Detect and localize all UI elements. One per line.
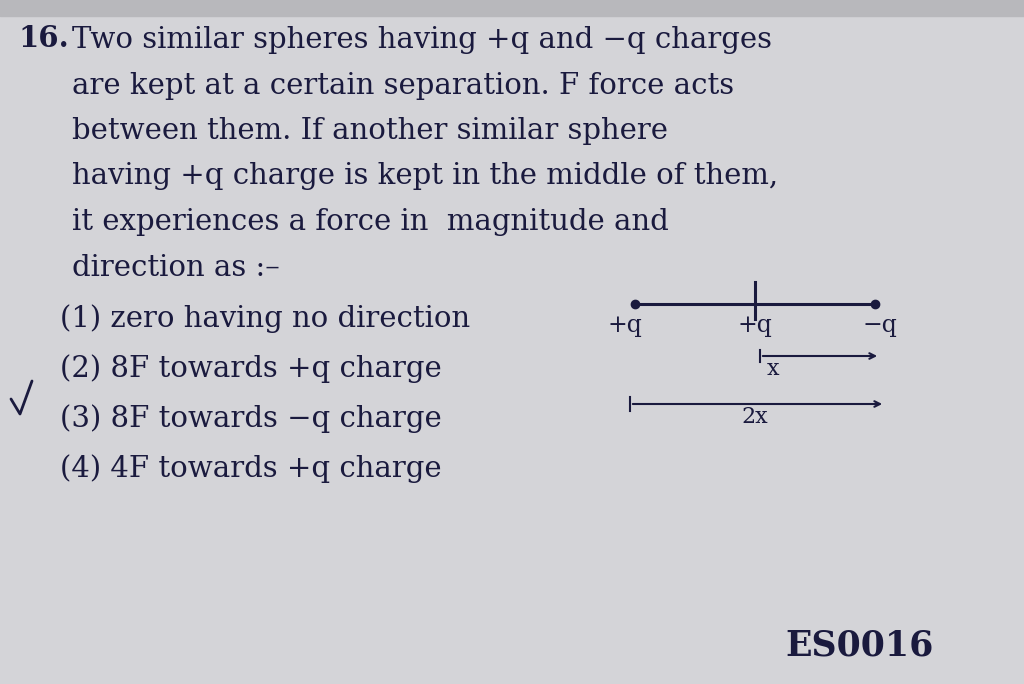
Text: Two similar spheres having +q and −q charges: Two similar spheres having +q and −q cha… [72,26,772,54]
Text: it experiences a force in  magnitude and: it experiences a force in magnitude and [72,208,669,236]
Text: are kept at a certain separation. F force acts: are kept at a certain separation. F forc… [72,72,734,99]
Text: (3) 8F towards −q charge: (3) 8F towards −q charge [60,404,441,433]
Text: (4) 4F towards +q charge: (4) 4F towards +q charge [60,454,441,483]
Text: 2x: 2x [741,406,768,428]
Text: +q: +q [737,314,772,337]
Bar [0,0,1024,16]
Text: x: x [767,358,779,380]
Text: −q: −q [862,314,897,337]
Text: between them. If another similar sphere: between them. If another similar sphere [72,117,668,145]
Text: (1) zero having no direction: (1) zero having no direction [60,304,470,333]
Text: 16.: 16. [18,24,69,53]
Text: direction as :–: direction as :– [72,254,280,282]
Text: ES0016: ES0016 [785,628,934,662]
Text: +q: +q [607,314,642,337]
Text: having +q charge is kept in the middle of them,: having +q charge is kept in the middle o… [72,163,778,191]
Text: (2) 8F towards +q charge: (2) 8F towards +q charge [60,354,441,383]
